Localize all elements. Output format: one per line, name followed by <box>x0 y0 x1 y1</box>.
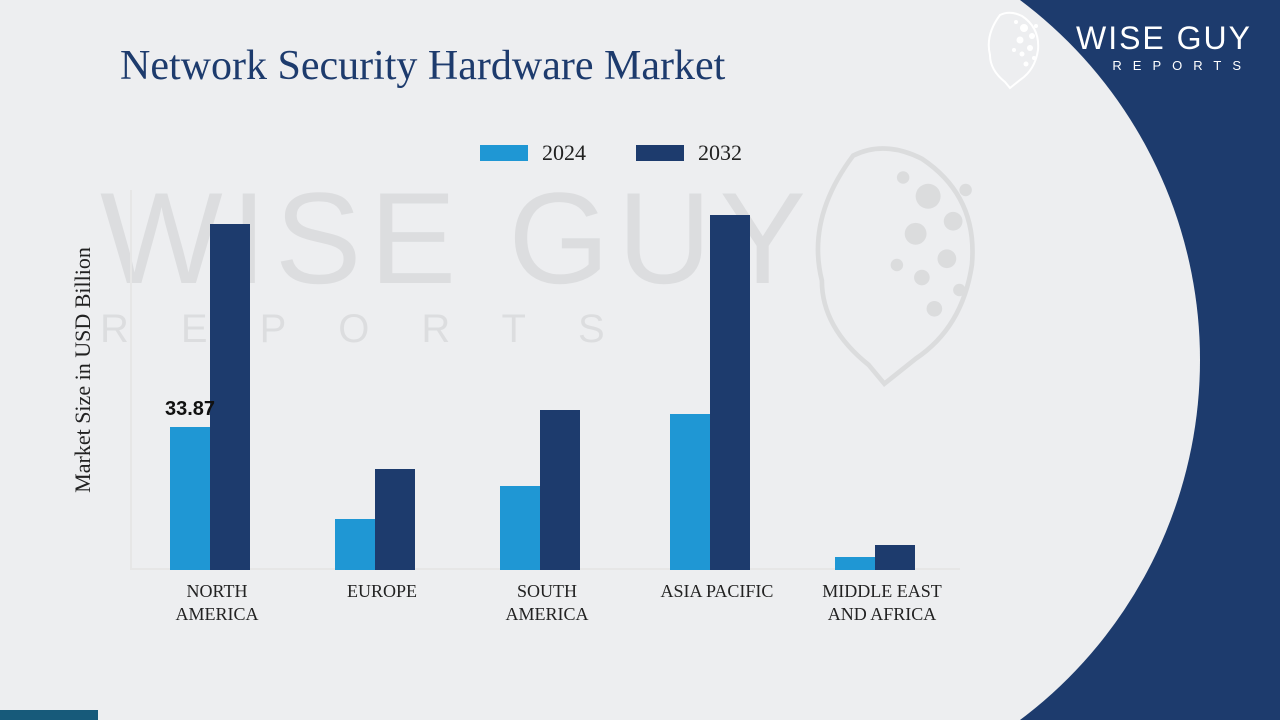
plot-area: 33.87NORTH AMERICAEUROPESOUTH AMERICAASI… <box>130 190 960 570</box>
bar-2024-mea <box>835 557 875 570</box>
x-label-ap: ASIA PACIFIC <box>647 580 787 603</box>
brand-name: WISE GUY <box>1076 22 1252 54</box>
bar-2024-eu <box>335 519 375 570</box>
bar-2024-na <box>170 427 210 570</box>
footer-accent <box>0 710 98 720</box>
legend-label-2024: 2024 <box>542 140 586 166</box>
bar-2032-sa <box>540 410 580 570</box>
bar-2032-na <box>210 224 250 570</box>
bar-2032-mea <box>875 545 915 570</box>
brand-sub: REPORTS <box>1076 58 1252 73</box>
legend-item-2032: 2032 <box>636 140 742 166</box>
x-label-mea: MIDDLE EAST AND AFRICA <box>812 580 952 625</box>
legend: 2024 2032 <box>480 140 742 166</box>
x-label-sa: SOUTH AMERICA <box>477 580 617 625</box>
bar-2024-ap <box>670 414 710 570</box>
bar-2032-ap <box>710 215 750 570</box>
x-label-na: NORTH AMERICA <box>147 580 287 625</box>
chart: Market Size in USD Billion 2024 2032 33.… <box>60 140 960 680</box>
brand-logo: WISE GUY REPORTS <box>1076 22 1252 73</box>
bar-2032-eu <box>375 469 415 570</box>
bar-2024-sa <box>500 486 540 570</box>
brand-head-icon <box>980 10 1050 90</box>
data-label-na: 33.87 <box>165 398 215 421</box>
x-label-eu: EUROPE <box>312 580 452 603</box>
y-axis-label: Market Size in USD Billion <box>70 170 96 570</box>
legend-label-2032: 2032 <box>698 140 742 166</box>
legend-swatch-2032 <box>636 145 684 161</box>
legend-item-2024: 2024 <box>480 140 586 166</box>
chart-title: Network Security Hardware Market <box>120 42 725 90</box>
legend-swatch-2024 <box>480 145 528 161</box>
